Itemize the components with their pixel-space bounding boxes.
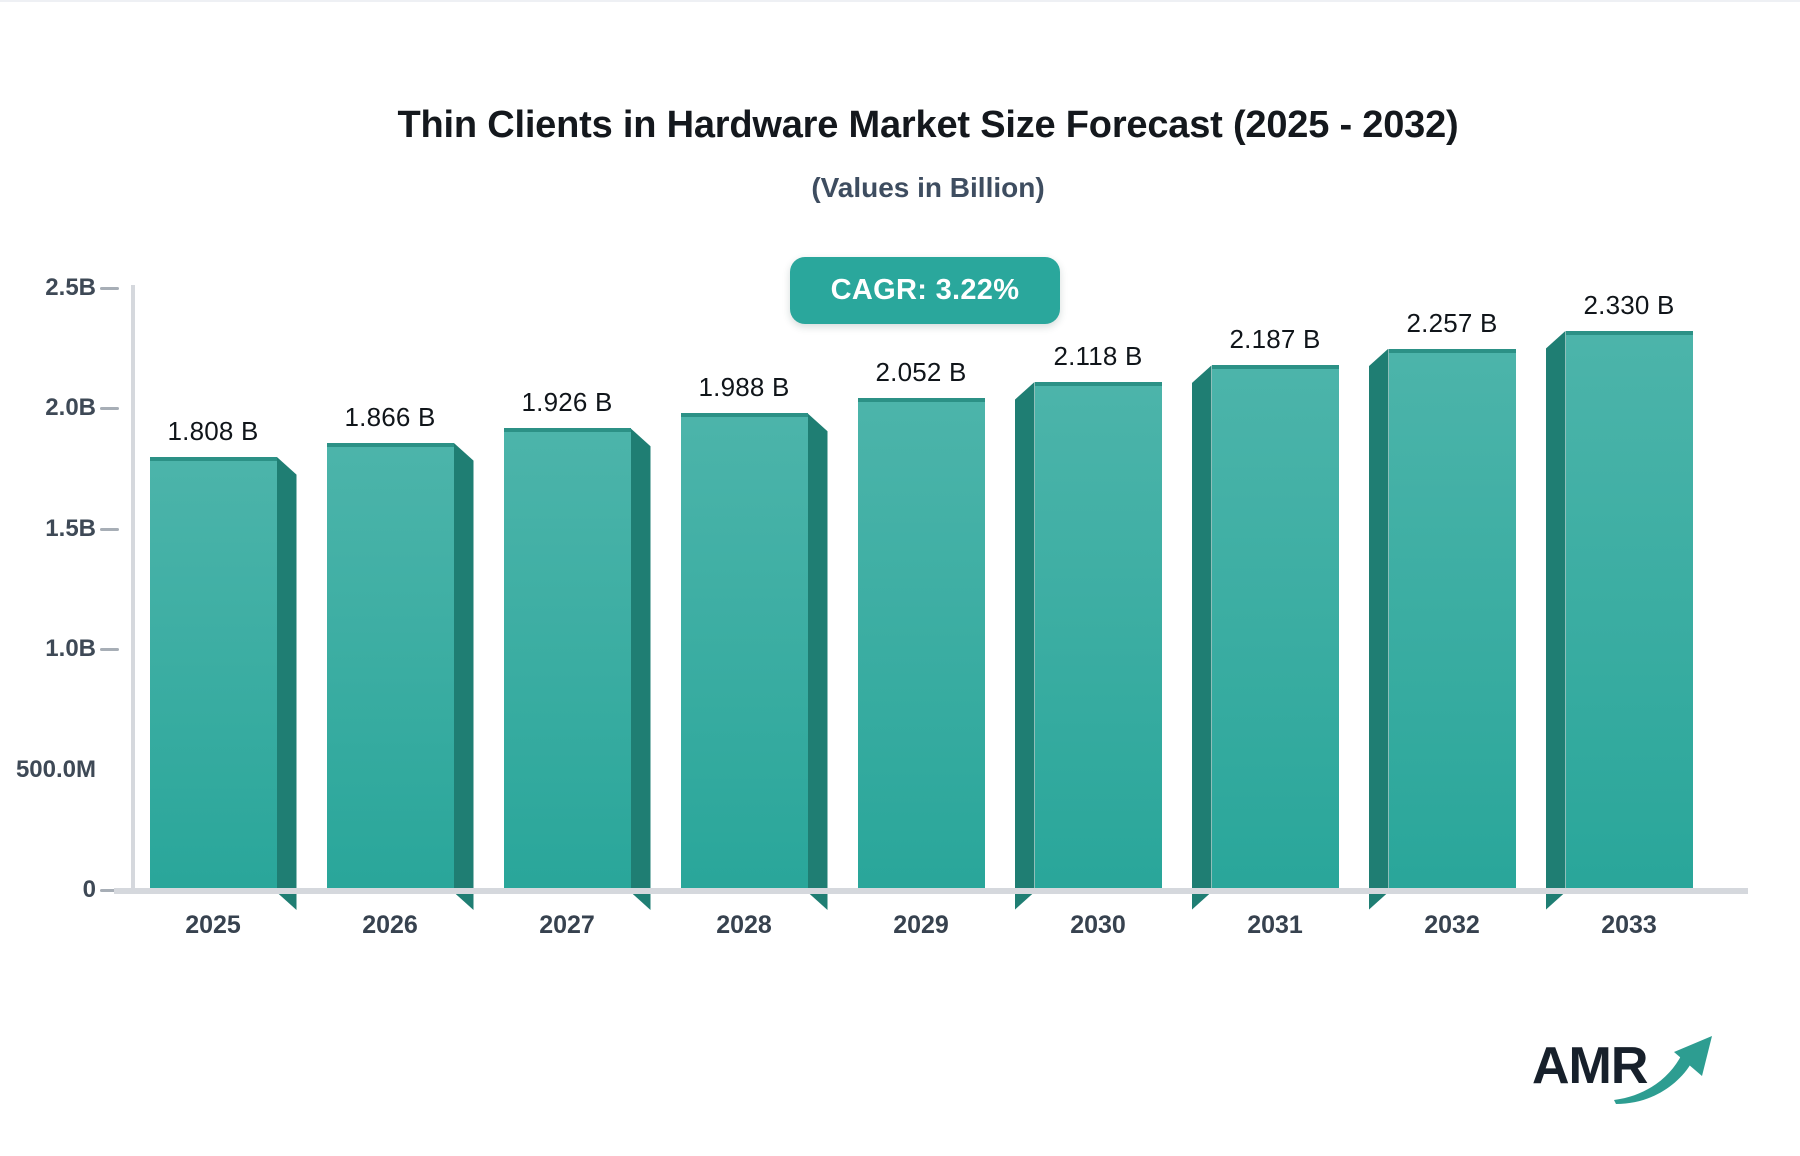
bar-side-face xyxy=(631,428,651,910)
y-axis-label: 0 xyxy=(82,876,96,903)
y-axis-tick-mark xyxy=(100,527,119,531)
bar-value-label: 1.988 B xyxy=(698,372,790,403)
bar-2025[interactable] xyxy=(149,456,277,892)
x-axis-label-2032: 2032 xyxy=(1424,911,1480,939)
amr-logo: AMR xyxy=(1532,1036,1732,1118)
chart-title: Thin Clients in Hardware Market Size For… xyxy=(397,104,1459,146)
chart-subtitle: (Values in Billion) xyxy=(811,172,1045,203)
bar-value-label: 2.187 B xyxy=(1229,324,1321,355)
x-axis-label-2031: 2031 xyxy=(1247,911,1303,939)
x-axis-label-2029: 2029 xyxy=(893,911,949,939)
bar-2028[interactable] xyxy=(680,413,808,892)
bar-value-label: 2.118 B xyxy=(1053,340,1143,371)
bar-2030[interactable] xyxy=(1034,381,1162,892)
bar-side-face xyxy=(277,457,297,910)
x-axis-label-2028: 2028 xyxy=(716,911,772,939)
y-axis-tick-mark xyxy=(100,648,119,652)
y-axis-tick-mark xyxy=(100,889,119,892)
bar-2033[interactable] xyxy=(1565,330,1693,892)
y-axis-label: 2.0B xyxy=(45,394,96,422)
trend-arrow-icon xyxy=(1614,1036,1712,1104)
bar-2027[interactable] xyxy=(503,428,631,892)
bar-side-face xyxy=(808,413,828,910)
x-axis-label-2030: 2030 xyxy=(1070,911,1126,939)
bar-side-face xyxy=(1192,365,1212,910)
bar-value-label: 2.330 B xyxy=(1583,289,1675,320)
bar-2026[interactable] xyxy=(326,442,454,892)
bar-value-label: 2.052 B xyxy=(875,356,967,387)
x-axis-label-2033: 2033 xyxy=(1601,911,1657,939)
bar-side-face xyxy=(1015,382,1035,910)
bar-2031[interactable] xyxy=(1211,365,1339,892)
bar-value-label: 1.866 B xyxy=(344,401,436,432)
x-axis-baseline xyxy=(114,888,1748,894)
x-axis-label-2025: 2025 xyxy=(185,911,241,939)
y-axis-tick-mark xyxy=(100,287,119,290)
y-axis-tick-mark xyxy=(100,407,119,411)
bar-2029[interactable] xyxy=(857,397,985,892)
bar-side-face xyxy=(454,443,474,910)
bar-2032[interactable] xyxy=(1388,348,1516,892)
y-axis-label: 2.5B xyxy=(45,274,96,301)
bar-value-label: 1.808 B xyxy=(167,415,259,446)
x-axis-label-2026: 2026 xyxy=(362,911,418,939)
x-axis-label-2027: 2027 xyxy=(539,911,595,939)
bar-value-label: 1.926 B xyxy=(521,387,613,418)
bar-value-label: 2.257 B xyxy=(1406,307,1498,338)
bar-side-face xyxy=(1369,349,1389,910)
y-axis-label: 500.0M xyxy=(15,755,96,783)
amr-logo-text: AMR xyxy=(1532,1037,1648,1095)
y-axis-label: 1.5B xyxy=(45,514,96,542)
bar-side-face xyxy=(1546,331,1566,910)
y-axis-line xyxy=(131,285,135,894)
cagr-badge: CAGR: 3.22% xyxy=(790,257,1060,324)
y-axis-label: 1.0B xyxy=(45,635,96,663)
